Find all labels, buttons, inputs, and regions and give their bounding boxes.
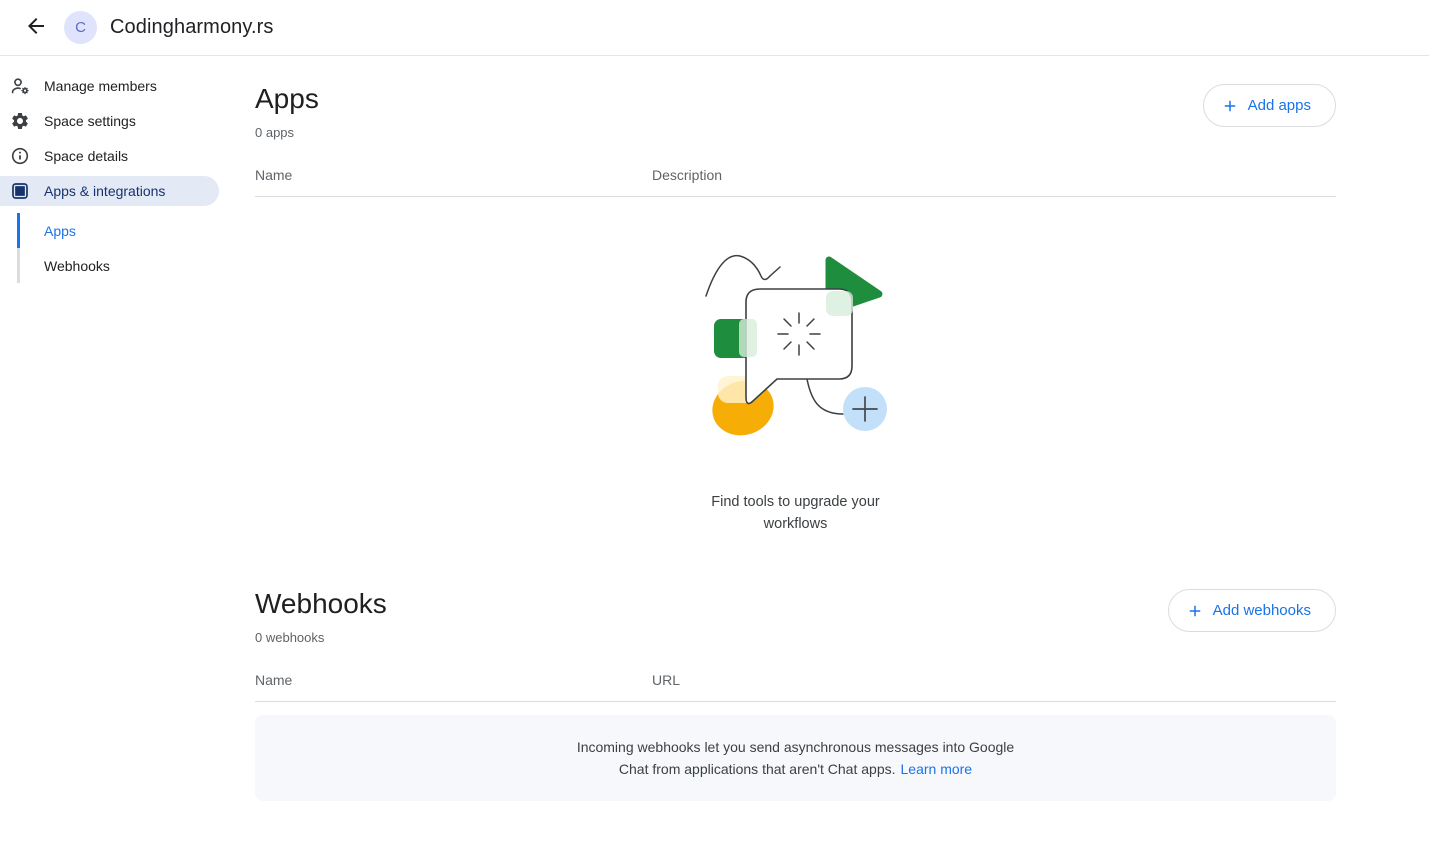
sidebar-item-space-settings[interactable]: Space settings [0, 106, 240, 136]
apps-empty-caption: Find tools to upgrade your workflows [711, 491, 879, 535]
webhooks-section: Webhooks 0 webhooks Add webhooks Name UR… [255, 587, 1336, 801]
sidebar-item-label: Space details [44, 148, 129, 164]
add-apps-button[interactable]: Add apps [1202, 84, 1336, 127]
apps-section-title: Apps [255, 83, 319, 114]
arrow-back-icon [24, 14, 48, 41]
sidebar-item-label: Space settings [44, 113, 136, 129]
plus-icon [1186, 602, 1204, 620]
apps-integrations-panel: Apps 0 apps Add apps Name Description [240, 56, 1429, 801]
add-apps-label: Add apps [1247, 97, 1311, 114]
webhooks-table-header: Name URL [255, 672, 1336, 702]
chat-bubble-sparkle-illustration [696, 242, 896, 447]
apps-section: Apps 0 apps Add apps Name Description [255, 82, 1336, 535]
info-line-2: Chat from applications that aren't Chat … [618, 761, 896, 777]
sidebar-item-space-details[interactable]: Space details [0, 141, 240, 171]
plus-icon [1221, 97, 1239, 115]
sidebar-item-manage-members[interactable]: Manage members [0, 71, 240, 101]
column-description: Description [652, 167, 723, 183]
info-icon [10, 146, 30, 166]
manage-members-icon [10, 76, 30, 96]
apps-table-header: Name Description [255, 167, 1336, 197]
sidebar-item-apps-integrations[interactable]: Apps & integrations [0, 176, 219, 206]
add-webhooks-button[interactable]: Add webhooks [1167, 589, 1336, 632]
sidebar-item-label: Apps & integrations [44, 183, 166, 199]
info-line-1: Incoming webhooks let you send asynchron… [576, 739, 1015, 755]
space-title: Codingharmony.rs [110, 16, 274, 38]
sidebar-item-label: Manage members [44, 78, 157, 94]
indicator-bar [17, 248, 20, 283]
space-avatar: C [64, 11, 97, 44]
learn-more-link[interactable]: Learn more [900, 761, 973, 777]
sidebar-subitem-apps[interactable]: Apps [0, 213, 240, 248]
sidebar-subitem-webhooks[interactable]: Webhooks [0, 248, 240, 283]
apps-grid-icon [10, 181, 30, 201]
column-name: Name [255, 167, 293, 183]
back-button[interactable] [16, 8, 56, 48]
settings-gear-icon [10, 111, 30, 131]
active-indicator-bar [17, 213, 20, 248]
space-header: C Codingharmony.rs [0, 0, 1429, 56]
settings-sidebar: Manage members Space settings Space deta… [0, 56, 240, 801]
apps-integrations-subnav: Apps Webhooks [0, 213, 240, 283]
webhooks-info-box: Incoming webhooks let you send asynchron… [255, 715, 1336, 801]
webhooks-section-title: Webhooks [255, 588, 387, 619]
column-name: Name [255, 672, 293, 688]
caption-line-2: workflows [763, 516, 828, 532]
sidebar-subitem-label: Apps [44, 222, 76, 239]
column-url: URL [652, 672, 681, 688]
add-webhooks-label: Add webhooks [1212, 602, 1311, 619]
sidebar-subitem-label: Webhooks [44, 257, 110, 274]
apps-count: 0 apps [255, 125, 295, 140]
apps-empty-state: Find tools to upgrade your workflows [255, 242, 1336, 535]
webhooks-count: 0 webhooks [255, 630, 325, 645]
caption-line-1: Find tools to upgrade your [711, 494, 880, 510]
